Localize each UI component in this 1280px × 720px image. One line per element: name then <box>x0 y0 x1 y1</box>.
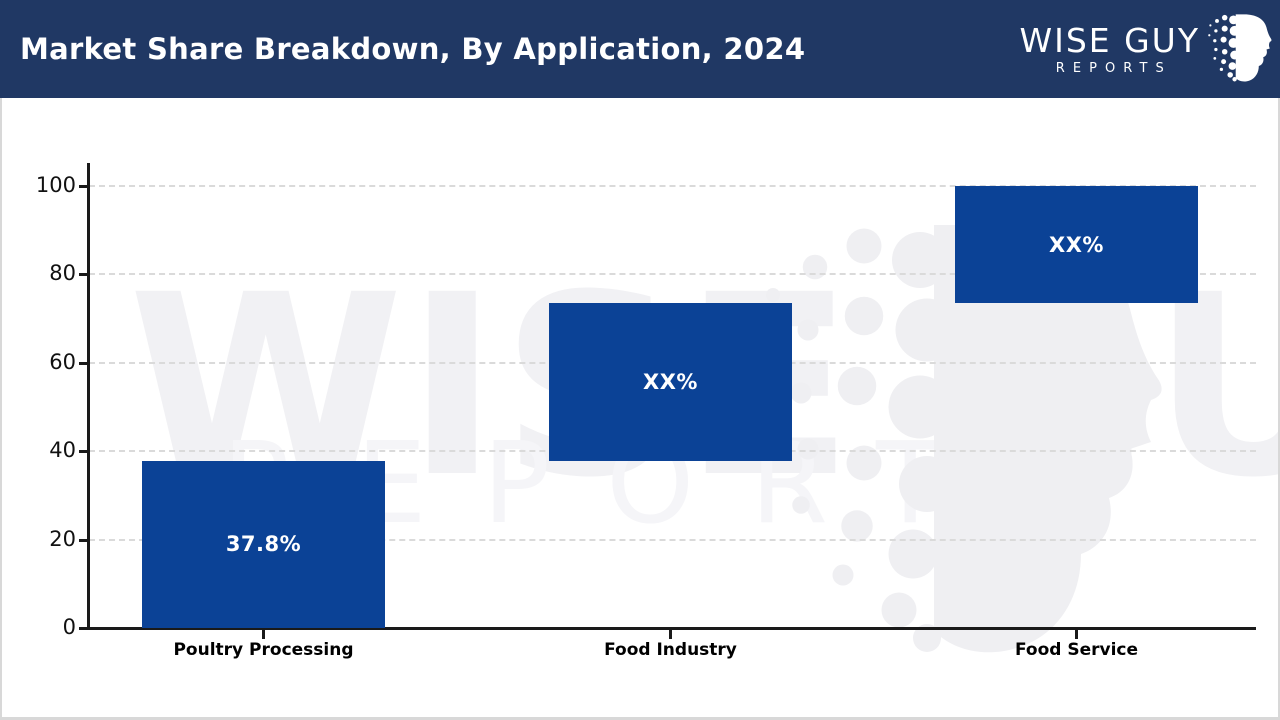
y-axis-tick-0 <box>79 627 89 630</box>
y-axis-tick-20 <box>79 538 89 542</box>
y-axis-label-80: 80 <box>49 261 76 286</box>
bar-poultry-processing: 37.8% <box>142 460 385 628</box>
y-axis-label-20: 20 <box>49 526 76 551</box>
gridline-20 <box>89 538 1256 541</box>
logo-face-icon <box>1208 14 1272 82</box>
y-axis-label-100: 100 <box>35 173 76 197</box>
logo-brand-text: WISE GUY <box>1019 20 1200 60</box>
gridline-80 <box>89 273 1256 276</box>
y-axis-line <box>87 163 90 630</box>
header-bar: Market Share Breakdown, By Application, … <box>0 0 1280 98</box>
x-axis-category-label: Food Industry <box>604 640 737 660</box>
bar-food-service: XX% <box>955 186 1198 304</box>
bar-value-label: 37.8% <box>225 532 302 557</box>
x-axis-tick-2 <box>669 630 672 639</box>
x-axis-category-label: Food Service <box>1014 640 1139 660</box>
bar-value-label: XX% <box>1049 232 1104 257</box>
y-axis-tick-100 <box>79 185 89 188</box>
y-axis-tick-80 <box>79 273 89 277</box>
logo-reports-text: REPORTS <box>1055 60 1172 76</box>
y-axis-tick-40 <box>79 450 89 454</box>
y-axis-label-60: 60 <box>49 349 76 374</box>
x-axis-tick-3 <box>1075 630 1078 639</box>
gridline-100 <box>89 185 1256 187</box>
y-axis-label-0: 0 <box>62 615 76 639</box>
x-axis-category-label: Poultry Processing <box>173 640 354 660</box>
y-axis-tick-60 <box>79 361 89 365</box>
bar-value-label: XX% <box>643 370 698 395</box>
wise-guy-reports-logo: WISE GUY REPORTS <box>1019 13 1272 85</box>
bar-food-industry: XX% <box>549 303 792 461</box>
y-axis-label-40: 40 <box>49 438 76 463</box>
page-title: Market Share Breakdown, By Application, … <box>20 32 806 66</box>
x-axis-tick-1 <box>262 630 265 639</box>
x-axis-line <box>87 627 1256 630</box>
